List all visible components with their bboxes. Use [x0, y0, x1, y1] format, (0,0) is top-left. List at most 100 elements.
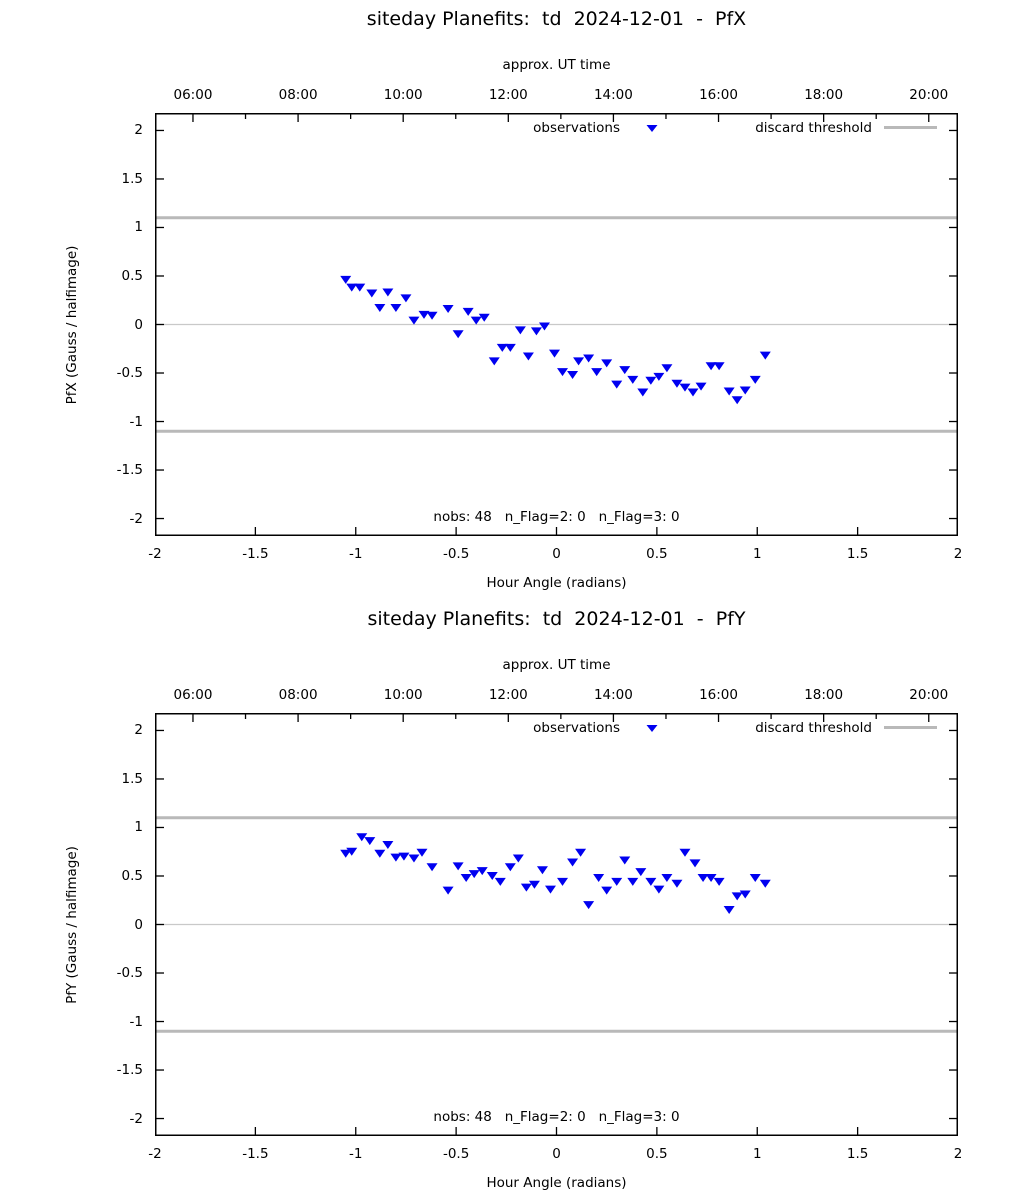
observation-point — [374, 304, 386, 313]
observation-point — [390, 853, 402, 862]
observation-point — [462, 307, 474, 316]
observation-point — [544, 885, 556, 894]
observation-point — [494, 877, 506, 886]
observation-point — [627, 877, 639, 886]
observation-point — [573, 357, 585, 366]
observation-point — [460, 873, 472, 882]
x-axis-tick-label: 2 — [953, 1146, 963, 1162]
observation-point — [557, 368, 569, 377]
x-axis-tick-label: 0.5 — [646, 1146, 668, 1162]
observation-point — [687, 388, 699, 397]
observation-point — [601, 359, 613, 368]
y-axis-title: PfY (Gauss / halfimage) — [64, 846, 80, 1004]
observation-point — [522, 352, 534, 361]
observation-point — [739, 386, 751, 395]
y-axis-tick-label: 0 — [134, 916, 143, 933]
observation-point — [400, 294, 412, 303]
observations-series — [340, 833, 771, 914]
observation-point — [593, 873, 605, 882]
observation-point — [661, 873, 673, 882]
observation-point — [637, 388, 649, 397]
y-axis-tick-label: 1.5 — [121, 170, 143, 187]
observation-point — [611, 877, 623, 886]
top-axis-tick-label: 18:00 — [804, 687, 844, 703]
x-axis-tick-label: -1.5 — [242, 546, 269, 562]
observation-point — [713, 877, 725, 886]
chart-pfy: siteday Planefits: td 2024-12-01 - PfY a… — [0, 600, 1024, 1200]
y-axis-tick-label: -1.5 — [116, 1062, 143, 1079]
y-axis-tick-label: -0.5 — [116, 365, 143, 381]
top-axis-tick-label: 20:00 — [909, 687, 949, 703]
observation-point — [583, 354, 595, 363]
y-axis-tick-label: 2 — [134, 122, 143, 139]
observation-point — [452, 862, 464, 871]
observation-point — [567, 858, 579, 867]
observation-point — [627, 375, 639, 384]
top-axis-tick-label: 14:00 — [593, 87, 633, 103]
observation-point — [478, 313, 490, 322]
observation-point — [530, 327, 542, 336]
top-axis-tick-label: 12:00 — [488, 687, 528, 703]
observation-point — [697, 873, 709, 882]
y-axis-tick-label: 0 — [134, 316, 143, 333]
x-axis-tick-label: 1.5 — [846, 546, 869, 562]
x-axis-title: Hour Angle (radians) — [486, 575, 627, 591]
observation-point — [619, 856, 631, 865]
top-axis-tick-label: 14:00 — [593, 687, 633, 703]
top-axis-tick-label: 16:00 — [699, 687, 738, 703]
chart-title: siteday Planefits: td 2024-12-01 - PfX — [366, 8, 747, 30]
observation-point — [514, 326, 526, 335]
observations-series — [340, 275, 771, 405]
y-axis-title: PfX (Gauss / halfimage) — [64, 245, 80, 405]
observation-point — [548, 349, 560, 358]
legend-threshold-label: discard threshold — [755, 720, 872, 736]
observation-point — [538, 322, 550, 331]
top-axis-tick-label: 08:00 — [278, 687, 318, 703]
legend-threshold-label: discard threshold — [755, 120, 872, 136]
observation-point — [442, 886, 454, 895]
legend-observations-label: observations — [533, 720, 620, 736]
observation-point — [520, 883, 532, 892]
top-axis-tick-label: 06:00 — [173, 87, 213, 103]
plot-area — [155, 113, 958, 536]
x-axis-tick-label: -0.5 — [442, 546, 470, 562]
x-axis-tick-label: -1 — [349, 546, 363, 562]
y-axis-tick-label: -2 — [129, 510, 143, 527]
legend-observations-label: observations — [533, 120, 620, 136]
observation-point — [470, 316, 482, 325]
observation-point — [731, 396, 743, 405]
x-axis-tick-label: 1 — [752, 1146, 762, 1162]
observation-point — [340, 275, 352, 284]
observation-point — [557, 877, 569, 886]
y-axis-tick-label: -0.5 — [116, 965, 143, 981]
observation-point — [382, 840, 394, 849]
top-axis-tick-label: 06:00 — [173, 687, 213, 703]
observation-point — [749, 873, 761, 882]
observation-point — [398, 852, 410, 861]
x-axis-tick-label: -2 — [148, 546, 162, 562]
top-axis-title: approx. UT time — [502, 657, 611, 673]
observation-point — [356, 833, 368, 842]
observation-point — [591, 368, 603, 377]
observation-point — [528, 880, 540, 889]
x-axis-tick-label: -1.5 — [242, 1146, 269, 1162]
top-axis-tick-label: 10:00 — [383, 87, 423, 103]
y-axis-tick-label: 1 — [134, 219, 143, 236]
observation-point — [645, 376, 657, 385]
threshold-line-swatch-icon — [884, 126, 937, 129]
top-axis-tick-label: 20:00 — [909, 87, 949, 103]
observation-point — [619, 366, 631, 375]
x-axis-tick-label: 0.5 — [646, 546, 668, 562]
observation-point — [452, 330, 464, 339]
observation-point — [653, 372, 665, 381]
observation-point — [426, 311, 438, 320]
y-axis-tick-label: -1.5 — [116, 462, 143, 479]
threshold-line-swatch-icon — [884, 726, 937, 729]
x-axis-tick-label: -0.5 — [442, 1146, 470, 1162]
observation-point — [476, 867, 488, 876]
observation-point — [661, 364, 673, 373]
observation-point — [486, 872, 498, 881]
observation-point — [340, 849, 352, 858]
observation-point — [575, 848, 587, 857]
observation-point — [723, 905, 735, 914]
